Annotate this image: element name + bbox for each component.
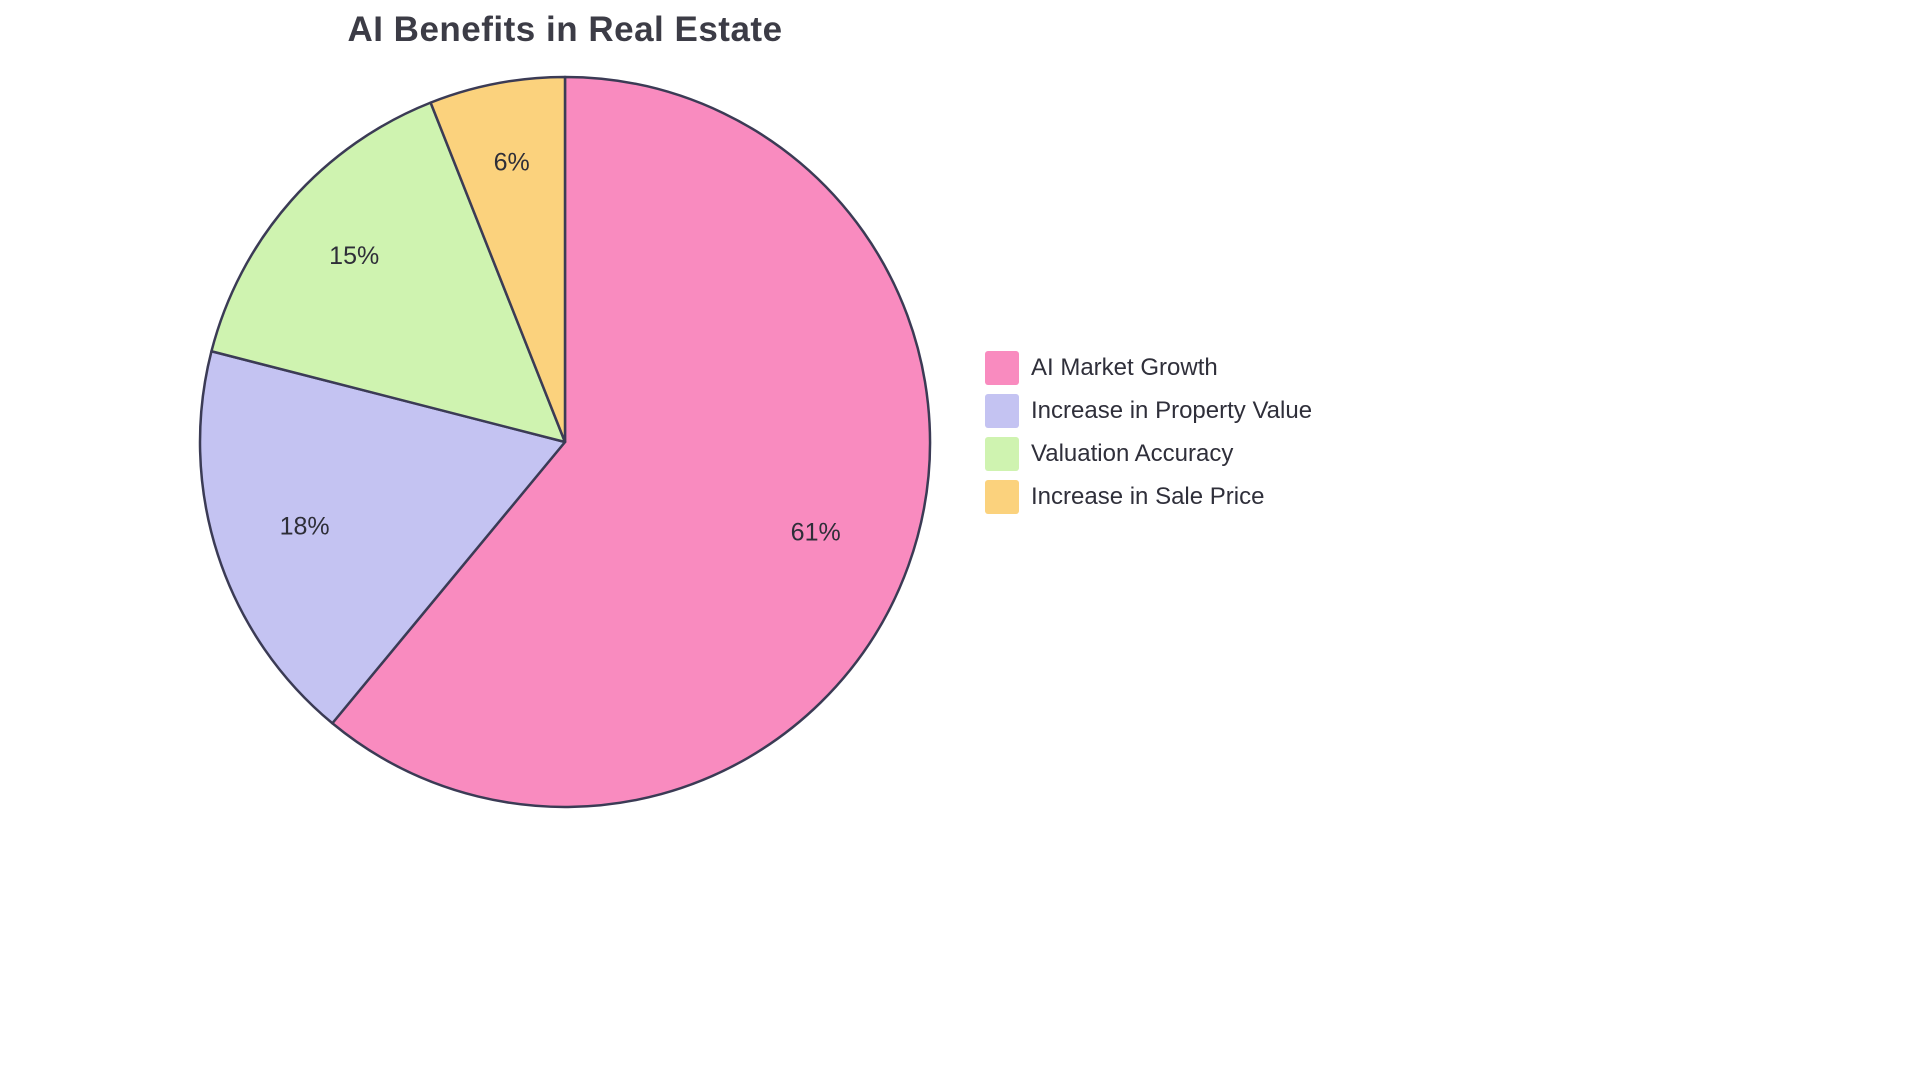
legend-item[interactable]: Increase in Property Value [985,394,1312,428]
pie-slice-label: 61% [791,518,841,546]
legend: AI Market Growth Increase in Property Val… [985,351,1312,514]
legend-item[interactable]: Increase in Sale Price [985,480,1312,514]
legend-swatch [985,437,1019,471]
pie-slice-label: 18% [280,513,330,541]
legend-item[interactable]: Valuation Accuracy [985,437,1312,471]
legend-swatch [985,480,1019,514]
legend-label: Increase in Property Value [1031,397,1313,424]
pie-slice-1 [198,349,567,725]
legend-swatch [985,351,1019,385]
chart-title: AI Benefits in Real Estate [347,10,783,49]
legend-label: Valuation Accuracy [1031,440,1234,467]
pie-slice-2 [210,101,567,444]
legend-swatch [985,394,1019,428]
pie-slice-0 [331,75,932,809]
pie-slice-label: 6% [494,148,530,176]
pie-slice-label: 15% [329,242,379,270]
pie-slice-3 [429,75,567,444]
legend-label: Increase in Sale Price [1031,483,1265,510]
legend-item[interactable]: AI Market Growth [985,351,1312,385]
legend-label: AI Market Growth [1031,354,1218,381]
